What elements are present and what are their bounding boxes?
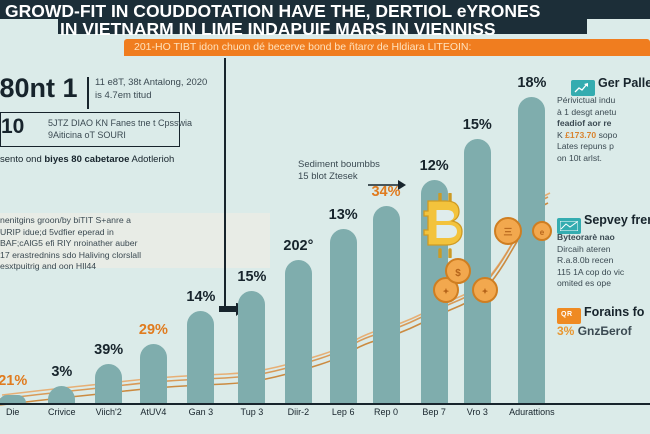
svg-text:三: 三 — [503, 227, 512, 237]
svg-text:$: $ — [455, 268, 461, 279]
svg-text:e: e — [540, 228, 545, 237]
svg-text:✦: ✦ — [482, 287, 489, 296]
svg-text:✦: ✦ — [443, 287, 450, 296]
